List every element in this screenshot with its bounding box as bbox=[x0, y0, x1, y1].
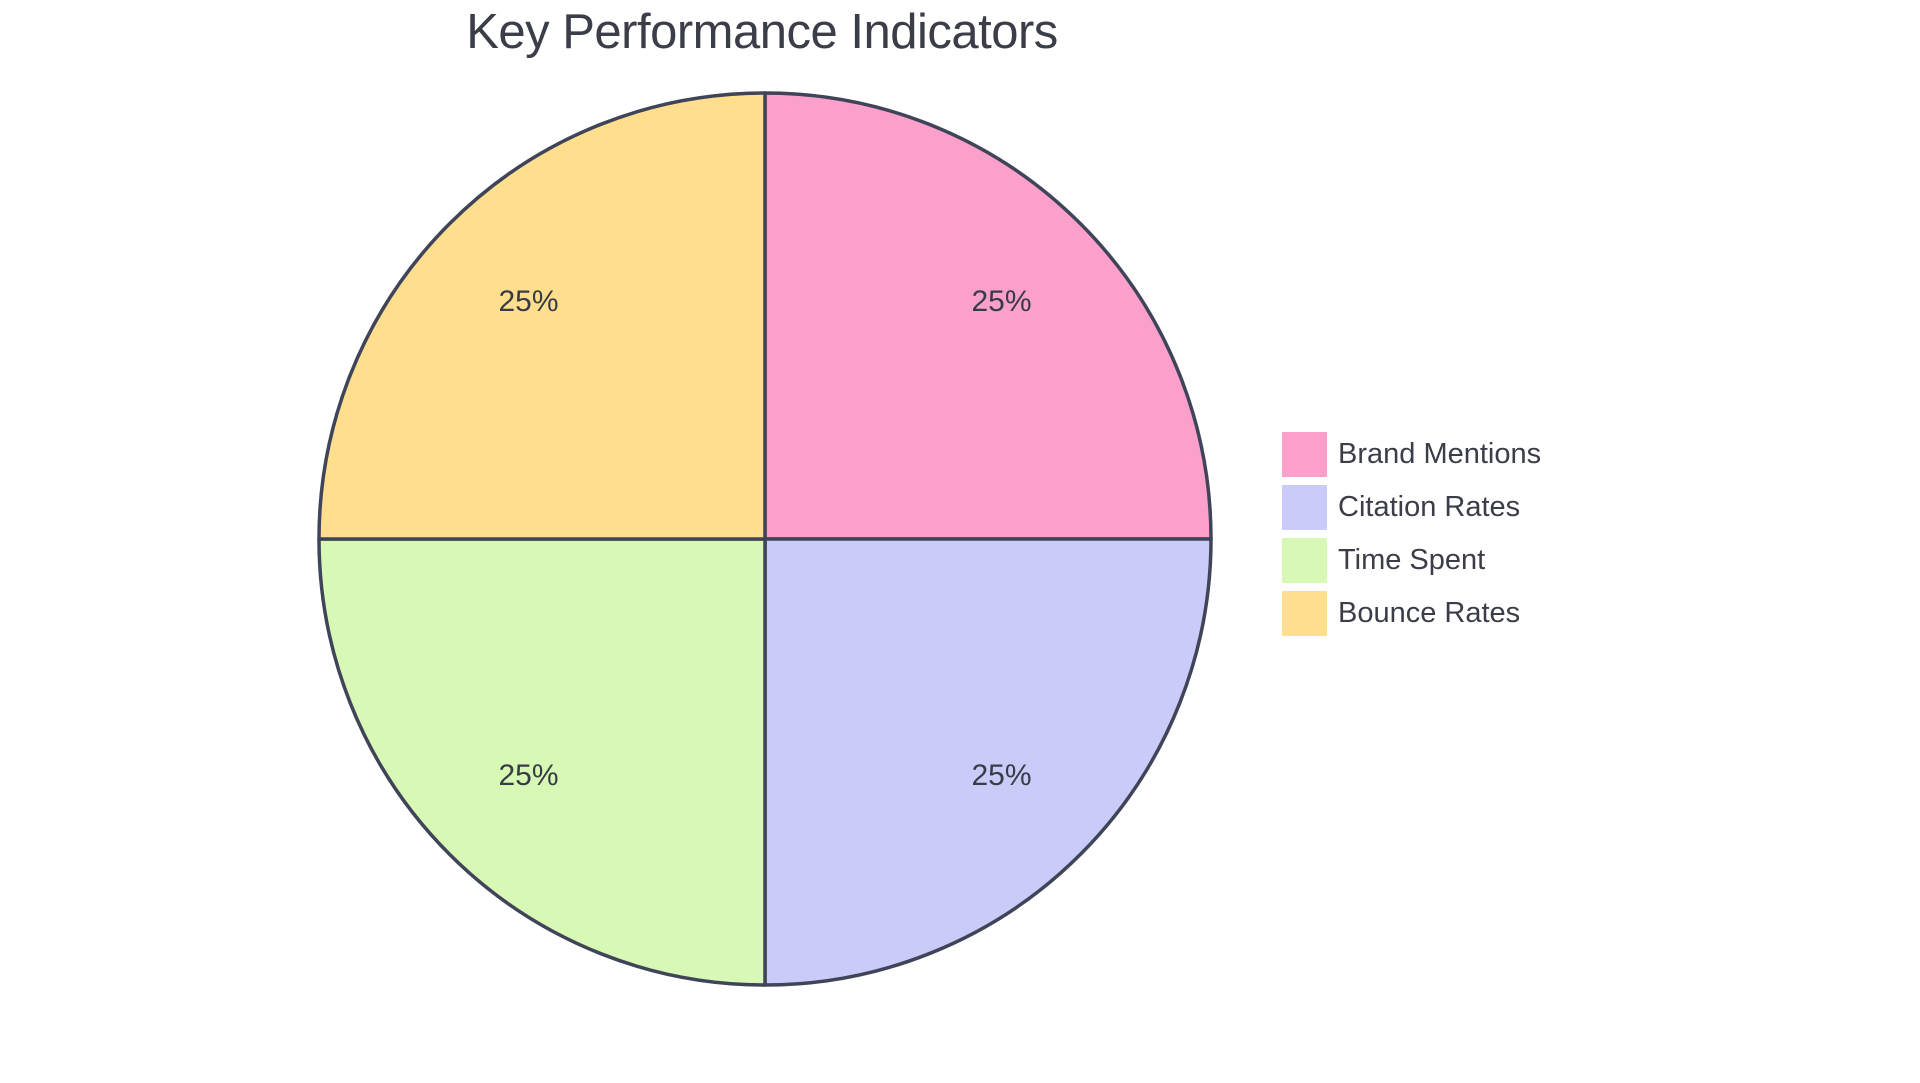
legend-label: Citation Rates bbox=[1338, 491, 1521, 523]
legend-item-brand-mentions: Brand Mentions bbox=[1282, 432, 1541, 477]
legend-label: Bounce Rates bbox=[1338, 597, 1521, 629]
slice-percent-label: 25% bbox=[498, 285, 559, 319]
legend-swatch-citation-rates bbox=[1282, 485, 1327, 530]
slice-percent-label: 25% bbox=[498, 758, 559, 792]
legend-item-time-spent: Time Spent bbox=[1282, 538, 1541, 583]
legend-swatch-bounce-rates bbox=[1282, 591, 1327, 636]
legend-item-bounce-rates: Bounce Rates bbox=[1282, 591, 1541, 636]
legend-swatch-time-spent bbox=[1282, 538, 1327, 583]
legend: Brand Mentions Citation Rates Time Spent… bbox=[1282, 432, 1541, 644]
pie-slice-citation-rates bbox=[763, 537, 1213, 987]
legend-item-citation-rates: Citation Rates bbox=[1282, 485, 1541, 530]
slice-percent-label: 25% bbox=[971, 758, 1032, 792]
pie-slice-brand-mentions bbox=[763, 91, 1213, 541]
pie-slice-bounce-rates bbox=[317, 91, 767, 541]
pie-slice-time-spent bbox=[317, 537, 767, 987]
chart-title: Key Performance Indicators bbox=[466, 5, 1058, 59]
slice-percent-label: 25% bbox=[971, 285, 1032, 319]
legend-swatch-brand-mentions bbox=[1282, 432, 1327, 477]
legend-label: Time Spent bbox=[1338, 544, 1486, 576]
legend-label: Brand Mentions bbox=[1338, 438, 1542, 470]
